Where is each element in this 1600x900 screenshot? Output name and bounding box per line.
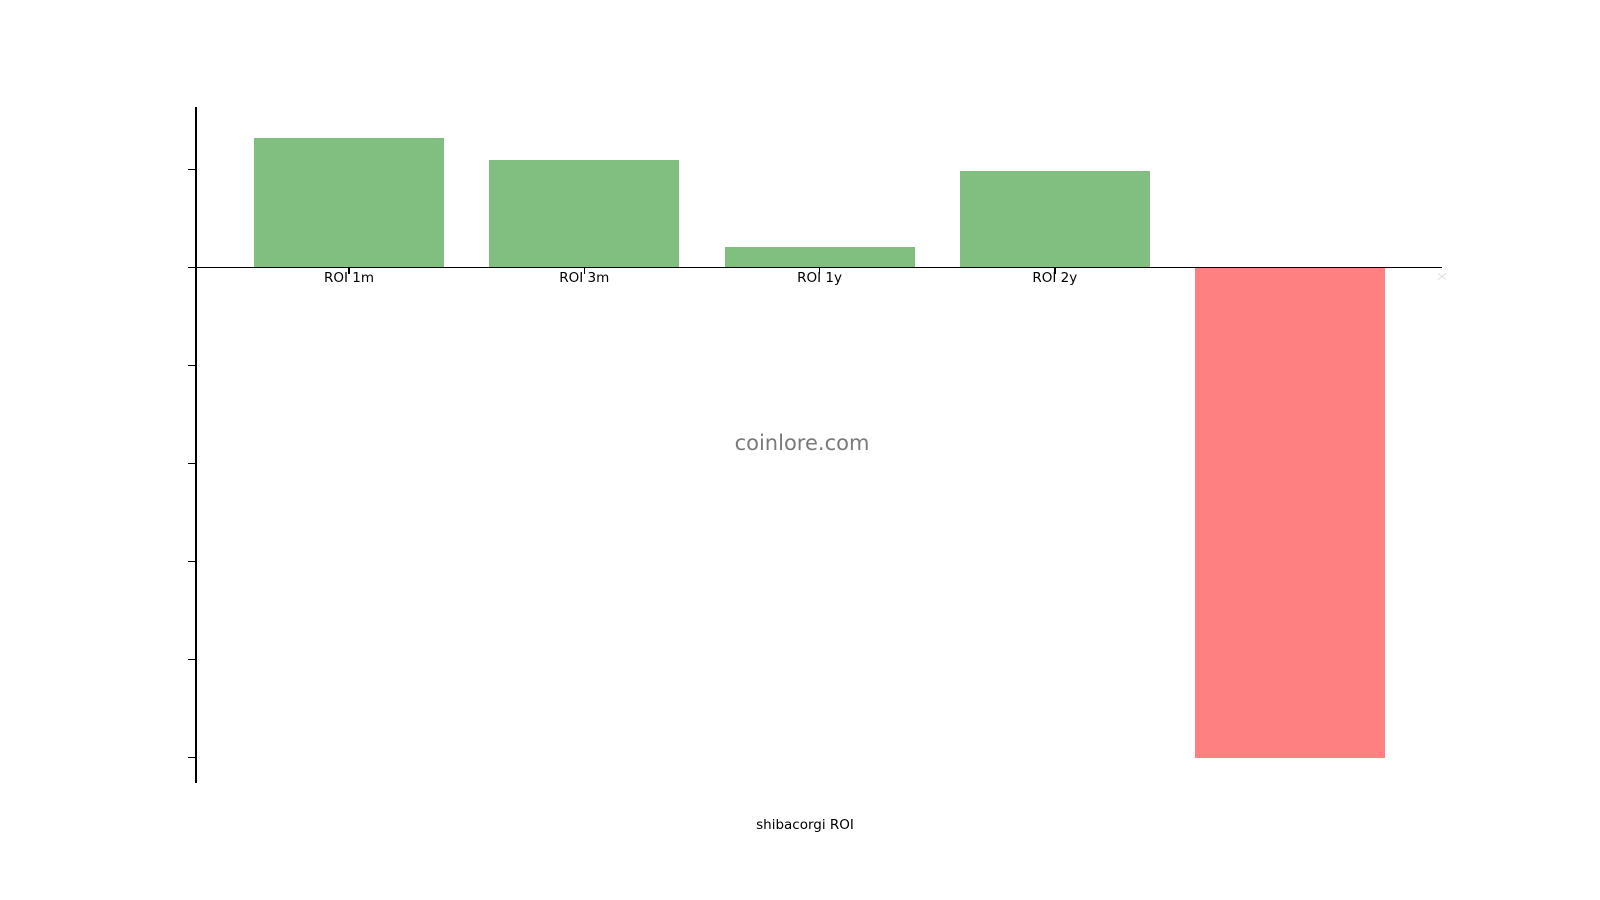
- bar-positive: [254, 137, 444, 268]
- bar-positive: [489, 160, 680, 268]
- y-tick-mark: [188, 560, 196, 563]
- x-tick-label: ROI 1m: [323, 269, 375, 286]
- bar-positive: [724, 247, 915, 268]
- x-tick-label: ROI 1y: [797, 269, 842, 286]
- bar-positive: [959, 170, 1150, 268]
- axis-end-mark: [1437, 271, 1447, 281]
- x-tick-mark: [1054, 267, 1056, 274]
- x-tick-mark: [818, 267, 821, 274]
- y-tick-mark: [188, 462, 196, 465]
- bar-negative: [1195, 267, 1385, 758]
- x-tick-label: ROI 3m: [559, 269, 610, 286]
- x-axis-title: shibacorgi ROI: [756, 817, 854, 833]
- watermark: coinlore.com: [734, 431, 870, 455]
- y-tick-mark: [188, 756, 196, 759]
- y-axis-spine: [195, 107, 197, 783]
- x-tick-mark: [348, 267, 350, 274]
- y-tick-mark: [188, 658, 196, 661]
- y-tick-mark: [188, 266, 196, 269]
- x-tick-mark: [583, 267, 585, 274]
- x-tick-label: ROI 2y: [1032, 269, 1078, 286]
- y-tick-mark: [188, 168, 196, 171]
- y-tick-mark: [188, 364, 196, 367]
